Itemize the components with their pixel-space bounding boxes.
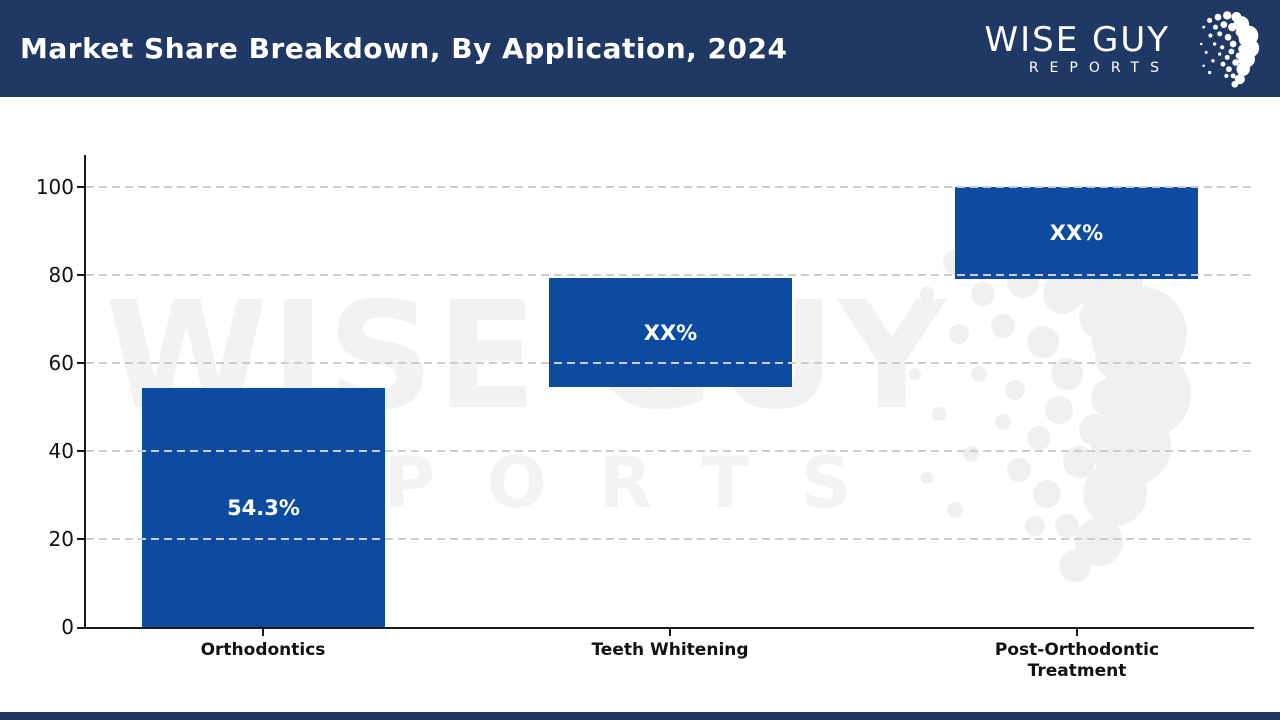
- footer-bar: [0, 712, 1280, 720]
- y-tickmark-20: [77, 538, 84, 540]
- bar-orthodontics: 54.3%: [142, 388, 385, 627]
- bar-post-orthodontic-treatment: XX%: [955, 187, 1198, 279]
- x-tickmark-post-orthodontic: [1076, 629, 1078, 636]
- logo-subtitle: REPORTS: [1028, 59, 1170, 76]
- y-tick-label-40: 40: [48, 439, 74, 463]
- x-axis-line: [84, 627, 1254, 629]
- gridline-100: [86, 186, 1254, 188]
- y-tick-label-80: 80: [48, 263, 74, 287]
- y-tickmark-40: [77, 450, 84, 452]
- y-tickmark-60: [77, 362, 84, 364]
- logo-text: WISE GUY REPORTS: [984, 23, 1170, 75]
- y-tickmark-80: [77, 274, 84, 276]
- page-title: Market Share Breakdown, By Application, …: [20, 32, 788, 65]
- gridline-80: [86, 274, 1254, 276]
- bar-value-label: XX%: [1049, 221, 1104, 245]
- y-axis-line: [84, 155, 86, 629]
- bar-value-label: XX%: [643, 320, 698, 345]
- gridline-60: [86, 362, 1254, 364]
- x-category-label-teeth-whitening: Teeth Whitening: [591, 640, 749, 660]
- y-tick-label-0: 0: [61, 615, 74, 639]
- y-tick-label-20: 20: [48, 527, 74, 551]
- x-category-label-post-orthodontic: Post-Orthodontic Treatment: [994, 640, 1160, 682]
- gridline-20: [86, 538, 1254, 540]
- header-bar: Market Share Breakdown, By Application, …: [0, 0, 1280, 97]
- y-tickmark-100: [77, 186, 84, 188]
- wise-guy-reports-logo: WISE GUY REPORTS: [984, 9, 1260, 89]
- x-category-label-orthodontics: Orthodontics: [200, 640, 326, 660]
- y-tick-label-60: 60: [48, 351, 74, 375]
- y-tickmark-0: [77, 627, 84, 629]
- x-tickmark-orthodontics: [262, 629, 264, 636]
- logo-wordmark: WISE GUY: [984, 19, 1170, 60]
- gridline-40: [86, 450, 1254, 452]
- x-tickmark-teeth-whitening: [669, 629, 671, 636]
- y-tick-label-100: 100: [35, 175, 74, 199]
- logo-dotted-face-icon: [1199, 10, 1260, 88]
- bar-value-label: 54.3%: [227, 495, 300, 520]
- bar-teeth-whitening: XX%: [549, 278, 792, 387]
